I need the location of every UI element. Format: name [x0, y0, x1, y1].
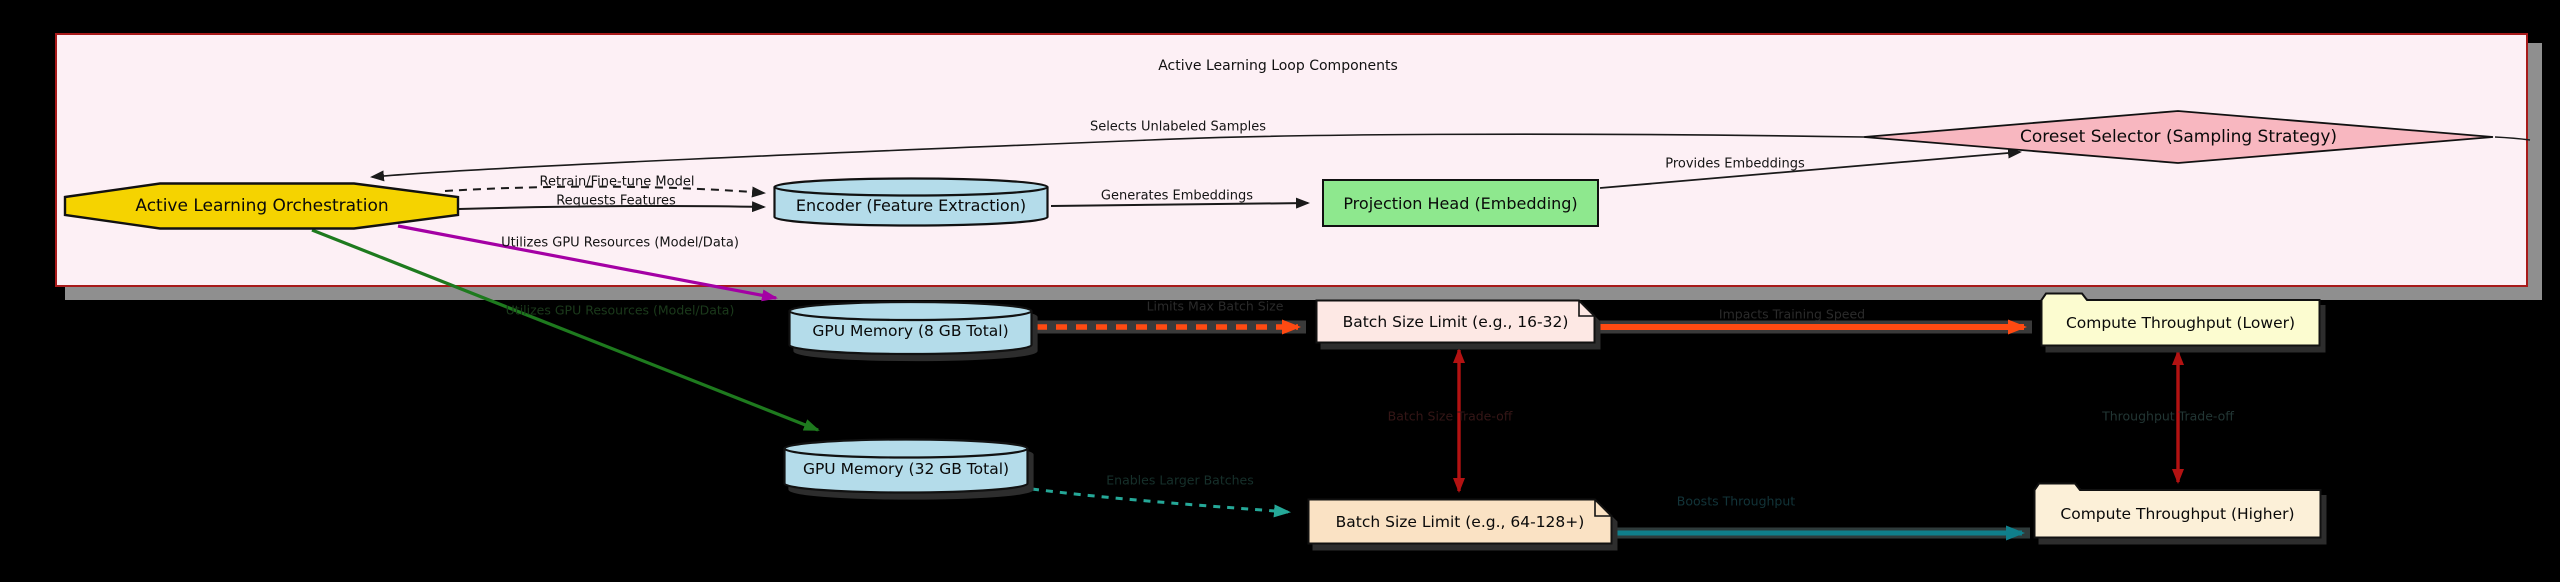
edge-label-throughput-tradeoff: Throughput Trade-off	[2102, 408, 2234, 424]
cluster-shadow-bottom	[65, 287, 2542, 300]
edge-selects-unlabeled-samples	[370, 133, 1865, 182]
node-orchestration-label: Active Learning Orchestration	[135, 196, 389, 216]
node-gpu-memory-32gb-label: GPU Memory (32 GB Total)	[802, 459, 1010, 478]
cylinder-shape	[783, 438, 1029, 494]
edge-label-utilizes-large: Utilizes GPU Resources (Model/Data)	[505, 302, 735, 318]
octagon-shape	[63, 182, 460, 230]
note-shape	[1315, 299, 1596, 344]
node-batch-size-large-label: Batch Size Limit (e.g., 64-128+)	[1335, 512, 1585, 531]
edge-retrain-model	[444, 185, 766, 198]
edge-label-generates: Generates Embeddings	[1100, 188, 1254, 204]
edge-label-batch-tradeoff: Batch Size Trade-off	[1387, 408, 1513, 424]
node-coreset-selector-label: Coreset Selector (Sampling Strategy)	[2019, 127, 2338, 147]
edge-label-retrain: Retrain/Fine-tune Model	[539, 174, 695, 190]
edge-utilizes-gpu-large	[311, 228, 820, 432]
folder-shape	[2033, 482, 2322, 539]
folder-shape	[2040, 292, 2321, 347]
edge-provides-embeddings	[1599, 147, 2022, 189]
edge-utilizes-gpu-small	[397, 224, 778, 302]
edge-label-limits: Limits Max Batch Size	[1146, 298, 1284, 314]
node-throughput-lower-label: Compute Throughput (Lower)	[2065, 313, 2296, 332]
node-batch-size-large: Batch Size Limit (e.g., 64-128+)	[1307, 498, 1613, 545]
cylinder-shape	[788, 300, 1033, 356]
edge-label-utilizes-small: Utilizes GPU Resources (Model/Data)	[501, 235, 739, 251]
note-shape	[1307, 498, 1613, 545]
edge-selects-stub	[2494, 136, 2531, 141]
edge-requests-features	[458, 201, 766, 213]
node-orchestration: Active Learning Orchestration	[63, 182, 460, 230]
node-throughput-lower: Compute Throughput (Lower)	[2040, 292, 2321, 347]
node-gpu-memory-32gb: GPU Memory (32 GB Total)	[783, 437, 1029, 495]
cluster-shadow-right	[2528, 43, 2542, 289]
node-encoder: Encoder (Feature Extraction)	[773, 177, 1049, 227]
edge-label-boosts: Boosts Throughput	[1676, 493, 1796, 509]
node-throughput-higher: Compute Throughput (Higher)	[2033, 482, 2322, 539]
edge-generates-embeddings	[1050, 197, 1310, 209]
node-projection-head-label: Projection Head (Embedding)	[1343, 193, 1578, 213]
edge-label-requests: Requests Features	[556, 193, 676, 209]
node-gpu-memory-8gb: GPU Memory (8 GB Total)	[788, 300, 1033, 356]
node-throughput-higher-label: Compute Throughput (Higher)	[2060, 504, 2295, 523]
node-batch-size-small-label: Batch Size Limit (e.g., 16-32)	[1342, 312, 1569, 331]
edge-enables-larger-batches	[1031, 487, 1291, 518]
node-gpu-memory-8gb-label: GPU Memory (8 GB Total)	[812, 321, 1009, 340]
edge-label-provides: Provides Embeddings	[1665, 156, 1805, 172]
cluster-title: Active Learning Loop Components	[1158, 58, 1398, 74]
node-coreset-selector: Coreset Selector (Sampling Strategy)	[1862, 110, 2495, 164]
node-projection-head: Projection Head (Embedding)	[1322, 179, 1599, 227]
edge-label-enables: Enables Larger Batches	[1106, 472, 1254, 488]
node-batch-size-small: Batch Size Limit (e.g., 16-32)	[1315, 299, 1596, 344]
cylinder-shape	[773, 177, 1049, 227]
node-encoder-label: Encoder (Feature Extraction)	[795, 195, 1027, 215]
cluster-active-learning-loop	[55, 33, 2528, 287]
edge-label-selects: Selects Unlabeled Samples	[1089, 119, 1267, 135]
edge-label-impacts: Impacts Training Speed	[1718, 306, 1866, 322]
